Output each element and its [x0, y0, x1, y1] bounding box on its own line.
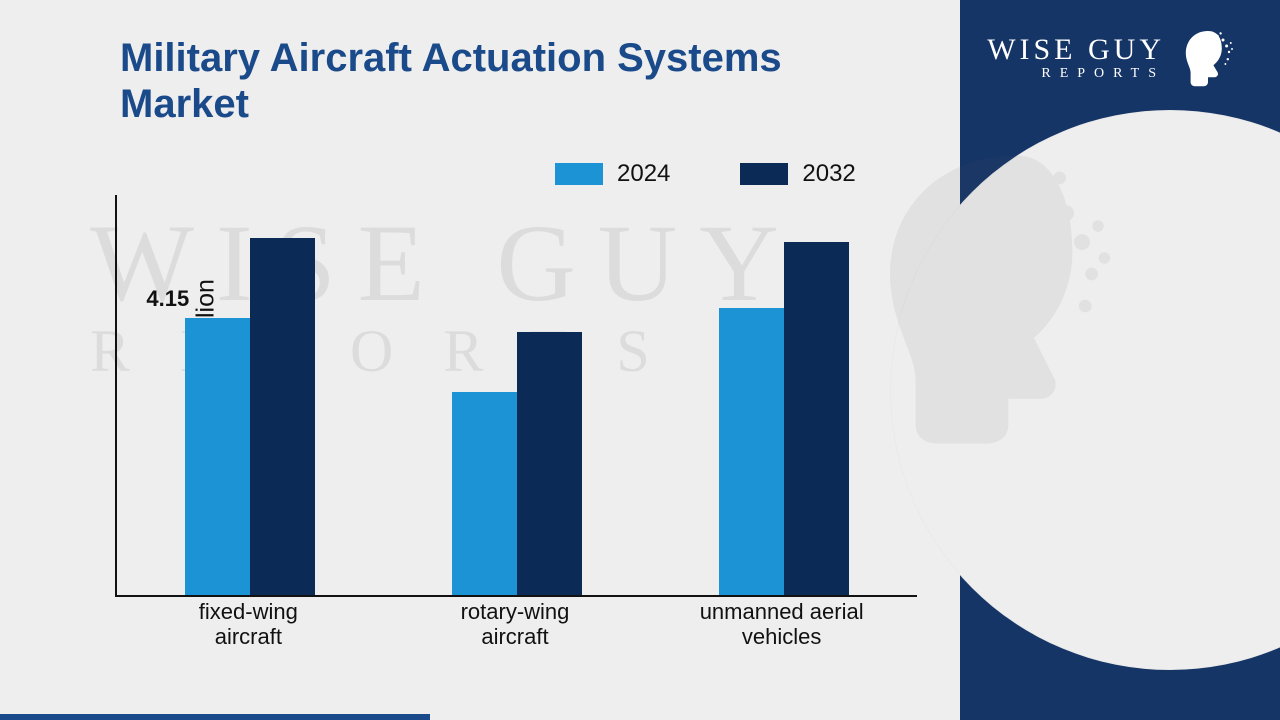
x-axis-category-label: unmanned aerial vehicles [697, 599, 867, 650]
bar-group [432, 332, 602, 595]
x-axis-labels: fixed-wing aircraft rotary-wing aircraft u… [115, 599, 915, 650]
chart-title: Military Aircraft Actuation Systems Mark… [120, 35, 820, 127]
bar-series-a [719, 308, 784, 595]
bar-series-b [784, 242, 849, 595]
bar-series-b [517, 332, 582, 595]
logo-sub: REPORTS [987, 67, 1165, 82]
chart-area: Market Size in USD Billion 20242032 4.15… [95, 165, 925, 685]
bar-group: 4.15 [165, 238, 335, 595]
plot-area: 4.15 [115, 195, 917, 597]
legend-swatch [740, 163, 788, 185]
logo-text: WISE GUY REPORTS [987, 34, 1165, 82]
legend: 2024 2032 [555, 160, 856, 188]
x-axis-category-label: rotary-wing aircraft [430, 599, 600, 650]
bar-series-a [185, 318, 250, 595]
legend-swatch [555, 163, 603, 185]
legend-label: 2024 [617, 160, 670, 188]
bar-value-label: 4.15 [115, 286, 220, 312]
bar-series-b [250, 238, 315, 595]
brand-logo: WISE GUY REPORTS [987, 28, 1235, 88]
logo-main: WISE GUY [987, 34, 1165, 66]
legend-label: 2032 [802, 160, 855, 188]
chart-canvas: WISE GUY REPORTS WISE GUY REPORTS Milita… [0, 0, 1280, 720]
logo-head-icon [1175, 28, 1235, 88]
bar-series-a [452, 392, 517, 595]
x-axis-category-label: fixed-wing aircraft [163, 599, 333, 650]
legend-item: 2024 [555, 160, 670, 188]
legend-item: 2032 [740, 160, 855, 188]
footer-accent-bar [0, 714, 430, 720]
bar-group [699, 242, 869, 595]
